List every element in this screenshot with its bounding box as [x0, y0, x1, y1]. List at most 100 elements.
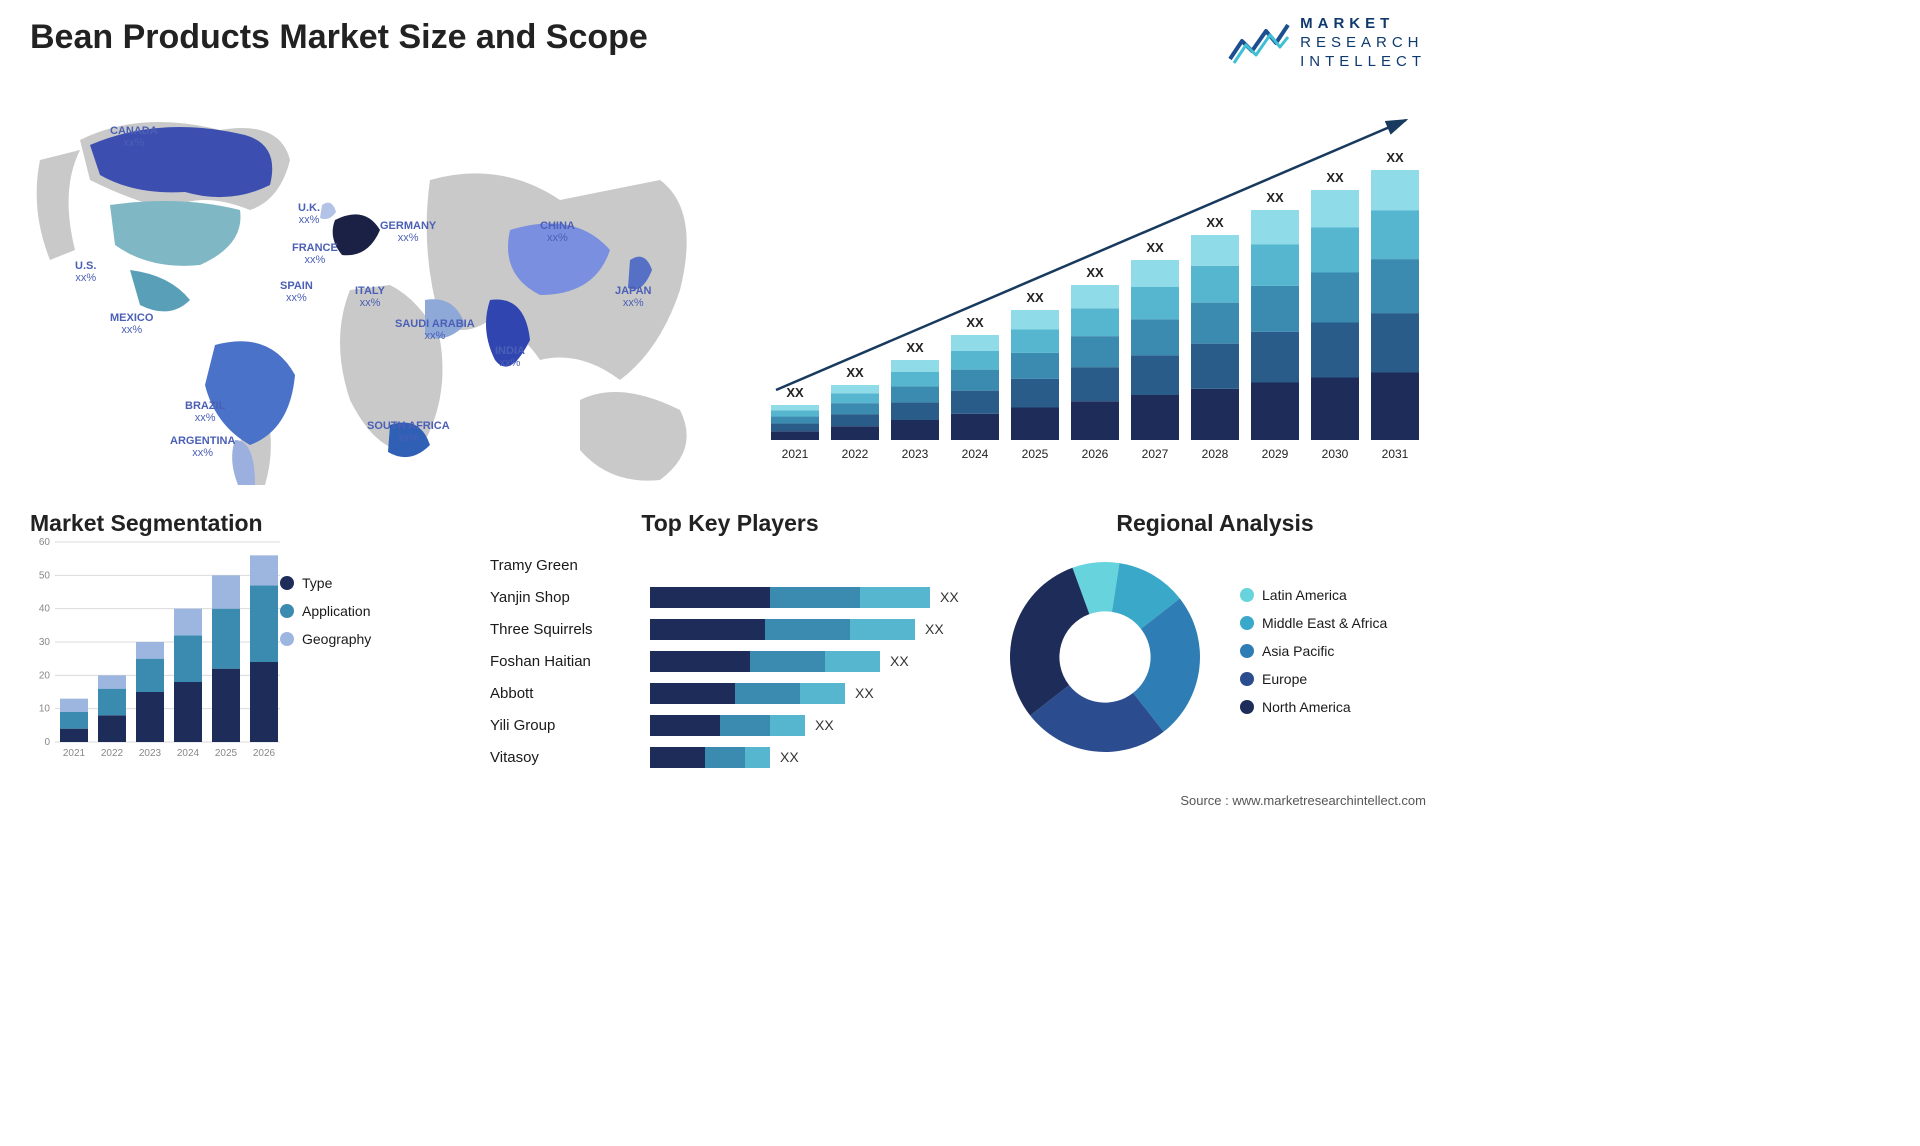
svg-text:XX: XX	[1026, 290, 1044, 305]
logo-mark-icon	[1228, 19, 1290, 67]
player-row: Three Squirrels XX	[490, 613, 970, 645]
svg-text:20: 20	[39, 670, 51, 681]
player-name: Vitasoy	[490, 749, 640, 766]
svg-text:50: 50	[39, 570, 51, 581]
player-row: Foshan Haitian XX	[490, 645, 970, 677]
svg-text:2026: 2026	[253, 748, 276, 759]
svg-text:2022: 2022	[842, 447, 869, 461]
player-row: Abbott XX	[490, 677, 970, 709]
svg-text:2024: 2024	[962, 447, 989, 461]
map-mexico	[130, 270, 190, 311]
logo-line2: RESEARCH	[1300, 34, 1426, 53]
page-title: Bean Products Market Size and Scope	[30, 18, 648, 57]
player-row: Yili GroupXX	[490, 709, 970, 741]
svg-text:2026: 2026	[1082, 447, 1109, 461]
svg-text:2028: 2028	[1202, 447, 1229, 461]
svg-text:2025: 2025	[1022, 447, 1049, 461]
player-value: XX	[890, 653, 909, 669]
map-label: SPAINxx%	[280, 280, 313, 304]
player-name: Tramy Green	[490, 557, 640, 574]
svg-text:2021: 2021	[63, 748, 86, 759]
logo-line1: MARKET	[1300, 15, 1426, 34]
svg-text:2029: 2029	[1262, 447, 1289, 461]
map-label: SAUDI ARABIAxx%	[395, 318, 475, 342]
map-label: SOUTH AFRICAxx%	[367, 420, 450, 444]
map-label: ITALYxx%	[355, 285, 385, 309]
map-label: FRANCExx%	[292, 242, 338, 266]
world-map: CANADAxx%U.S.xx%MEXICOxx%BRAZILxx%ARGENT…	[20, 90, 720, 490]
key-players-section: Top Key Players Tramy Green Yanjin Shop XX…	[490, 510, 970, 773]
legend-item: Latin America	[1240, 587, 1387, 603]
regional-legend: Latin America Middle East & Africa Asia Pa…	[1240, 587, 1387, 727]
svg-text:XX: XX	[906, 340, 924, 355]
segmentation-chart: 0 10 20 30 40 50 60 2021 2022 2023 2024 2025 2026	[30, 537, 290, 772]
player-name: Abbott	[490, 685, 640, 702]
player-value: XX	[855, 685, 874, 701]
legend-item: North America	[1240, 699, 1387, 715]
map-westeu	[333, 214, 380, 255]
svg-text:XX: XX	[1326, 170, 1344, 185]
player-name: Three Squirrels	[490, 621, 640, 638]
player-value: XX	[815, 717, 834, 733]
svg-text:0: 0	[44, 737, 50, 748]
svg-text:XX: XX	[786, 385, 804, 400]
legend-item: Type	[280, 575, 371, 591]
svg-text:2031: 2031	[1382, 447, 1409, 461]
svg-text:2023: 2023	[902, 447, 929, 461]
svg-text:2025: 2025	[215, 748, 238, 759]
player-bar	[650, 619, 915, 640]
svg-text:XX: XX	[846, 365, 864, 380]
segmentation-title: Market Segmentation	[30, 510, 450, 537]
svg-text:XX: XX	[1146, 240, 1164, 255]
legend-item: Middle East & Africa	[1240, 615, 1387, 631]
player-bar	[650, 715, 805, 736]
svg-text:10: 10	[39, 704, 51, 715]
regional-title: Regional Analysis	[1000, 510, 1430, 537]
player-value: XX	[780, 749, 799, 765]
map-label: GERMANYxx%	[380, 220, 436, 244]
map-label: CANADAxx%	[110, 125, 158, 149]
svg-text:2021: 2021	[782, 447, 809, 461]
player-row: Tramy Green	[490, 549, 970, 581]
legend-item: Geography	[280, 631, 371, 647]
legend-item: Europe	[1240, 671, 1387, 687]
svg-text:XX: XX	[1266, 190, 1284, 205]
player-bar	[650, 683, 845, 704]
map-us	[110, 201, 241, 266]
svg-text:XX: XX	[966, 315, 984, 330]
player-row: Vitasoy XX	[490, 741, 970, 773]
segmentation-legend: TypeApplicationGeography	[280, 575, 371, 659]
map-label: BRAZILxx%	[185, 400, 225, 424]
logo-line3: INTELLECT	[1300, 53, 1426, 72]
svg-text:2030: 2030	[1322, 447, 1349, 461]
player-name: Yanjin Shop	[490, 589, 640, 606]
player-bar	[650, 651, 880, 672]
player-row: Yanjin Shop XX	[490, 581, 970, 613]
map-label: U.K.xx%	[298, 202, 320, 226]
map-label: INDIAxx%	[495, 345, 525, 369]
svg-text:XX: XX	[1206, 215, 1224, 230]
map-label: U.S.xx%	[75, 260, 96, 284]
regional-donut-chart	[1000, 552, 1210, 762]
svg-text:40: 40	[39, 604, 51, 615]
player-value: XX	[940, 589, 959, 605]
segmentation-section: Market Segmentation 0 10 20 30 40 50 60 2021 202…	[30, 510, 450, 777]
map-label: MEXICOxx%	[110, 312, 153, 336]
svg-text:2023: 2023	[139, 748, 162, 759]
svg-text:2027: 2027	[1142, 447, 1169, 461]
map-uk	[320, 203, 336, 219]
players-title: Top Key Players	[490, 510, 970, 537]
svg-text:60: 60	[39, 537, 51, 548]
player-bar	[650, 747, 770, 768]
legend-item: Asia Pacific	[1240, 643, 1387, 659]
player-name: Foshan Haitian	[490, 653, 640, 670]
source-text: Source : www.marketresearchintellect.com	[1180, 793, 1426, 808]
svg-text:2022: 2022	[101, 748, 124, 759]
map-brazil	[205, 341, 295, 445]
player-value: XX	[925, 621, 944, 637]
svg-text:30: 30	[39, 637, 51, 648]
regional-section: Regional Analysis Latin America Middle Ea…	[1000, 510, 1430, 762]
svg-text:XX: XX	[1386, 150, 1404, 165]
svg-text:2024: 2024	[177, 748, 200, 759]
brand-logo: MARKET RESEARCH INTELLECT	[1228, 15, 1426, 71]
